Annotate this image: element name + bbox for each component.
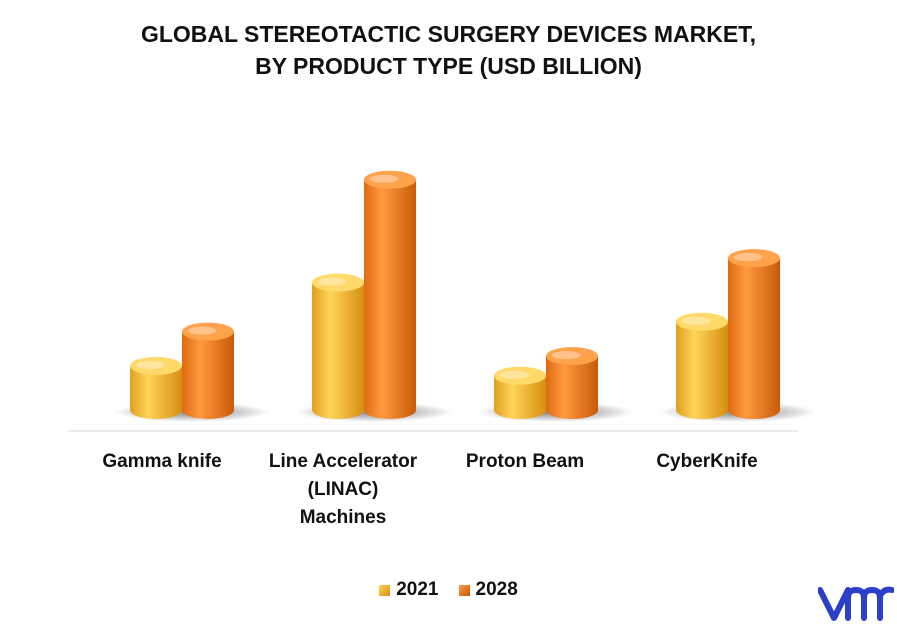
bar-body-cyberknife-2021 [676, 321, 728, 419]
bar-top-line-accelerator-linac-machines-2021 [312, 273, 364, 292]
bar-gamma-knife-2028 [182, 322, 234, 419]
bar-top-proton-beam-2021 [494, 366, 546, 385]
bar-top-line-accelerator-linac-machines-2028 [364, 170, 416, 189]
bar-line-accelerator-linac-machines-2021 [312, 273, 364, 419]
legend-swatch-2021 [379, 584, 391, 596]
bar-top-cyberknife-2021 [676, 312, 728, 331]
bar-body-cyberknife-2028 [728, 258, 780, 419]
legend-label-2021: 2021 [396, 579, 439, 600]
vmr-logo-mark [818, 586, 894, 621]
vmr-logo [818, 586, 894, 621]
bar-body-gamma-knife-2028 [182, 331, 234, 419]
bar-body-line-accelerator-linac-machines-2021 [312, 282, 364, 419]
legend: 2021 2028 [0, 579, 897, 601]
chart-title: GLOBAL STEREOTACTIC SURGERY DEVICES MARK… [0, 18, 897, 82]
bar-highlight-cyberknife-2021 [681, 316, 711, 325]
legend-item-2028: 2028 [458, 579, 518, 601]
chart-title-line-2: BY PRODUCT TYPE (USD BILLION) [255, 53, 642, 79]
category-label-gamma-knife: Gamma knife [102, 451, 222, 472]
bar-body-proton-beam-2021 [494, 375, 546, 419]
bar-proton-beam-2021 [494, 366, 546, 419]
bar-highlight-gamma-knife-2028 [187, 326, 217, 335]
bar-cyberknife-2021 [676, 312, 728, 419]
category-label-proton-beam: Proton Beam [465, 451, 585, 472]
bar-cyberknife-2028 [728, 249, 780, 419]
bar-top-proton-beam-2028 [546, 347, 598, 366]
bar-top-gamma-knife-2028 [182, 322, 234, 341]
bar-proton-beam-2028 [546, 347, 598, 419]
bar-top-gamma-knife-2021 [130, 356, 182, 375]
legend-swatch-2028 [458, 584, 470, 596]
legend-item-2021: 2021 [379, 579, 439, 601]
bar-body-gamma-knife-2021 [130, 365, 182, 419]
bar-gamma-knife-2021 [130, 356, 182, 419]
bar-highlight-cyberknife-2028 [733, 253, 763, 262]
bar-top-cyberknife-2028 [728, 249, 780, 268]
bar-highlight-proton-beam-2021 [499, 370, 529, 379]
bar-highlight-gamma-knife-2021 [135, 360, 165, 369]
bar-highlight-line-accelerator-linac-machines-2021 [317, 277, 347, 286]
category-label-linac: Line Accelerator (LINAC) Machines [268, 451, 418, 528]
legend-label-2028: 2028 [475, 579, 518, 600]
category-label-cyberknife: CyberKnife [656, 451, 758, 472]
bar-highlight-proton-beam-2028 [551, 351, 581, 360]
bar-body-line-accelerator-linac-machines-2028 [364, 179, 416, 419]
bar-body-proton-beam-2028 [546, 356, 598, 419]
chart-title-line-1: GLOBAL STEREOTACTIC SURGERY DEVICES MARK… [140, 21, 757, 47]
bar-line-accelerator-linac-machines-2028 [364, 170, 416, 419]
bar-highlight-line-accelerator-linac-machines-2028 [369, 174, 399, 183]
